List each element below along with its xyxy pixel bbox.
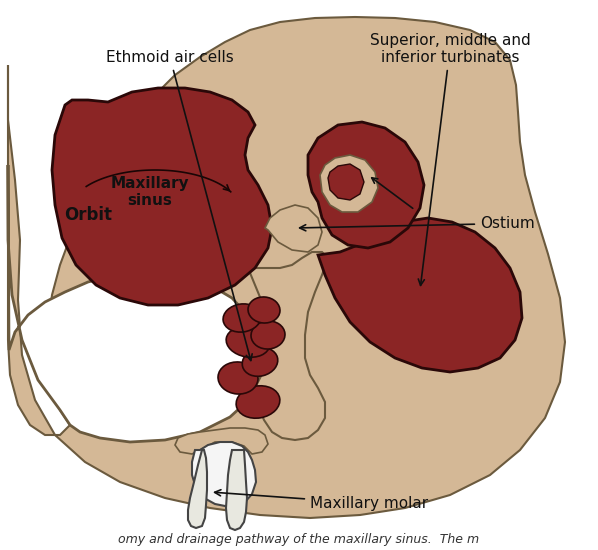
Text: Superior, middle and
inferior turbinates: Superior, middle and inferior turbinates [370,32,530,285]
Text: Maxillary
sinus: Maxillary sinus [111,176,190,208]
Polygon shape [265,205,322,252]
Text: Ethmoid air cells: Ethmoid air cells [106,50,252,360]
Polygon shape [320,155,378,212]
Polygon shape [175,428,268,454]
Polygon shape [226,450,247,530]
Ellipse shape [251,321,285,349]
Ellipse shape [223,304,261,332]
Polygon shape [248,252,328,440]
Ellipse shape [248,297,280,323]
Ellipse shape [242,348,277,376]
Polygon shape [8,165,262,442]
Polygon shape [52,88,272,305]
Text: omy and drainage pathway of the maxillary sinus.  The m: omy and drainage pathway of the maxillar… [118,533,480,546]
Ellipse shape [226,327,270,358]
Polygon shape [328,164,364,200]
Polygon shape [188,450,207,528]
Polygon shape [308,122,424,248]
Polygon shape [192,442,256,506]
Polygon shape [318,218,522,372]
Text: Ostium: Ostium [300,216,535,231]
Polygon shape [8,17,565,518]
Text: Maxillary molar: Maxillary molar [215,490,428,511]
Ellipse shape [236,386,280,418]
Text: Orbit: Orbit [64,206,112,224]
Ellipse shape [218,362,258,394]
